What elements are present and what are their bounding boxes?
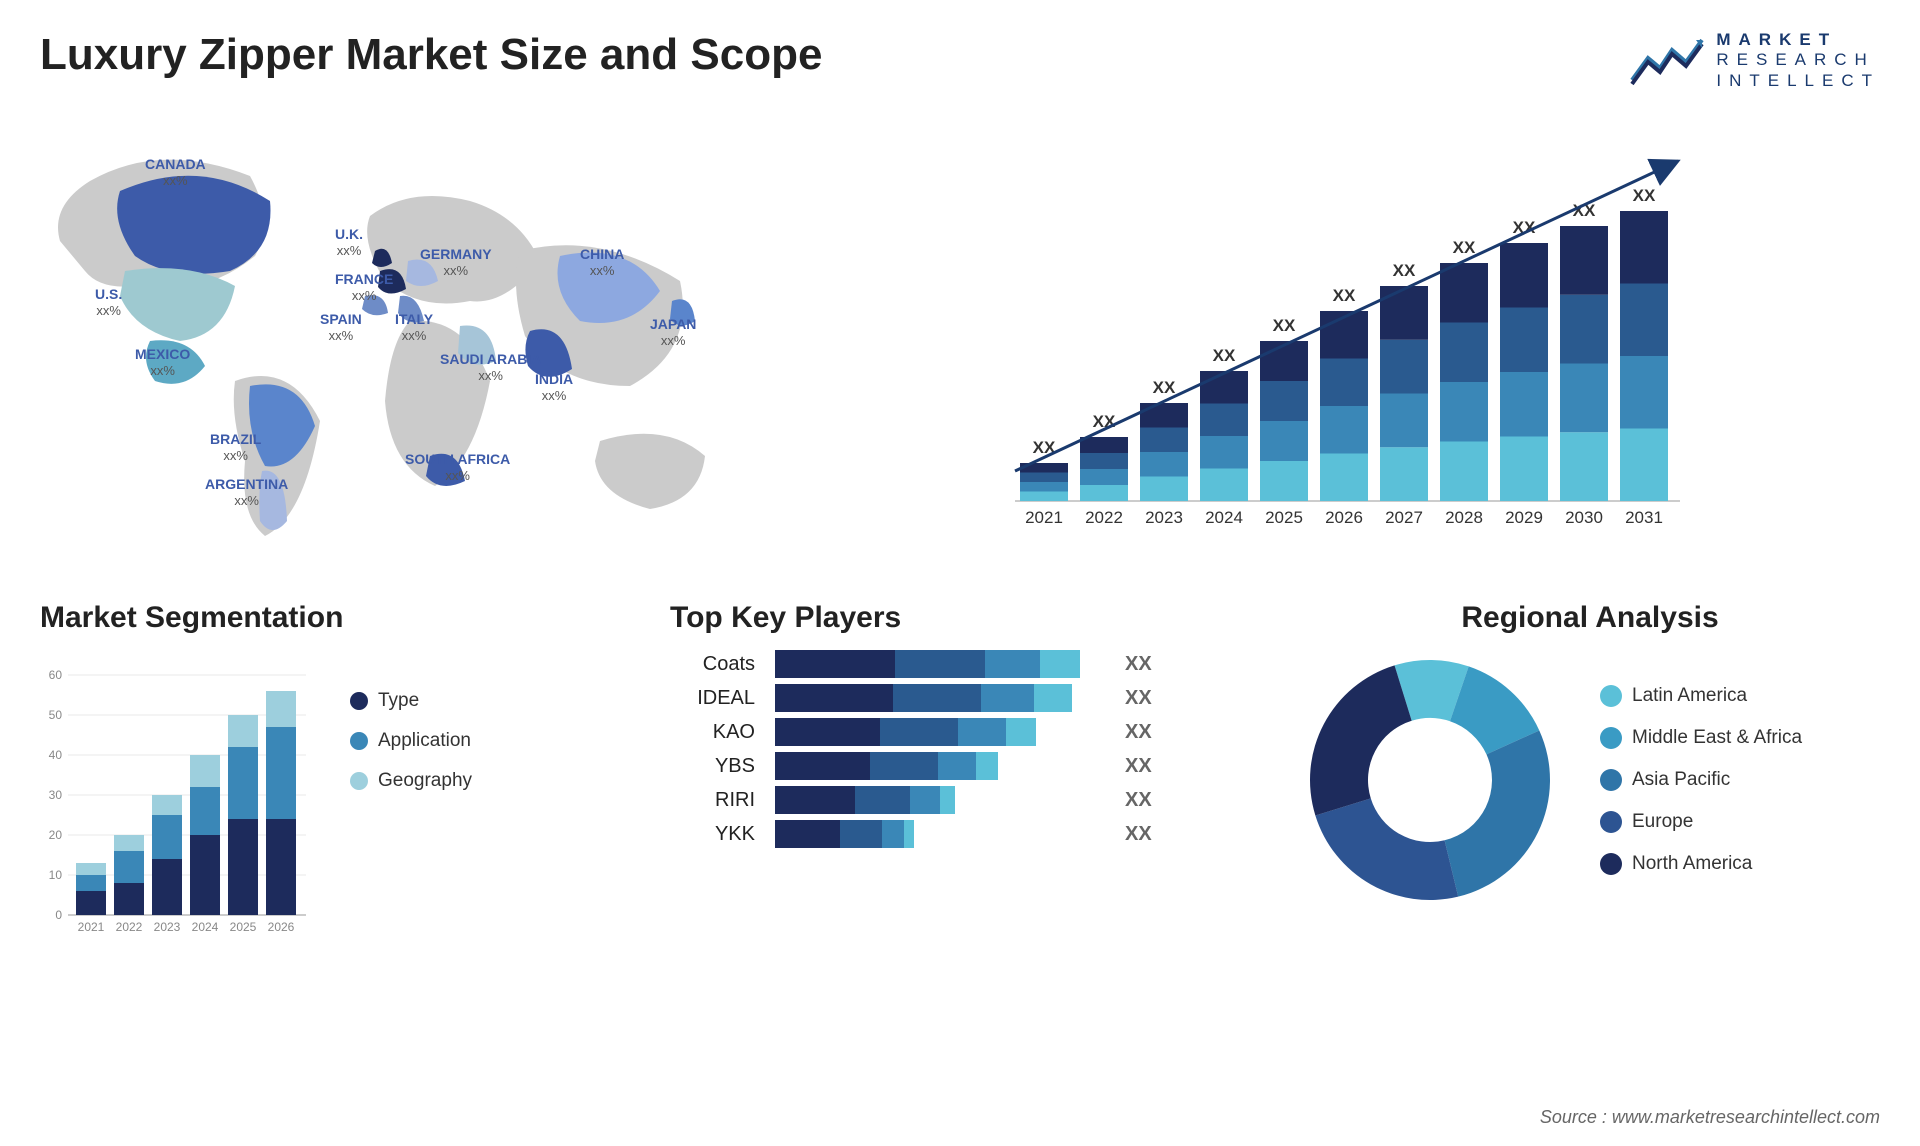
player-value: XX <box>1125 653 1152 676</box>
legend-item: Middle East & Africa <box>1600 727 1802 749</box>
legend-item: North America <box>1600 853 1802 875</box>
svg-text:2027: 2027 <box>1385 508 1423 527</box>
regional-title: Regional Analysis <box>1300 601 1880 635</box>
svg-text:XX: XX <box>1633 186 1656 205</box>
legend-item: Latin America <box>1600 685 1802 707</box>
player-row: YKK XX <box>670 820 1250 848</box>
player-bar <box>775 718 1105 746</box>
map-label: CANADAxx% <box>145 156 206 188</box>
growth-bar-chart: 2021 XX 2022 XX 2023 XX 2024 XX 2025 XX 2026 XX 2027… <box>990 121 1880 561</box>
svg-text:50: 50 <box>49 708 63 722</box>
segmentation-title: Market Segmentation <box>40 601 620 635</box>
player-value: XX <box>1125 789 1152 812</box>
map-label: CHINAxx% <box>580 246 624 278</box>
players-title: Top Key Players <box>670 601 1250 635</box>
svg-text:2023: 2023 <box>1145 508 1183 527</box>
player-row: Coats XX <box>670 650 1250 678</box>
svg-text:2021: 2021 <box>1025 508 1063 527</box>
logo-line2: RESEARCH <box>1716 50 1880 70</box>
svg-text:10: 10 <box>49 868 63 882</box>
player-name: KAO <box>670 721 755 744</box>
player-bar <box>775 684 1105 712</box>
map-label: BRAZILxx% <box>210 431 261 463</box>
regional-panel: Regional Analysis Latin America Middle Ea… <box>1300 601 1880 971</box>
player-bar <box>775 820 1105 848</box>
map-label: U.S.xx% <box>95 286 122 318</box>
svg-text:2031: 2031 <box>1625 508 1663 527</box>
donut-chart <box>1300 650 1560 910</box>
svg-text:XX: XX <box>1153 378 1176 397</box>
legend-item: Geography <box>350 770 472 792</box>
players-panel: Top Key Players Coats XX IDEAL XX KAO XX YBS XX… <box>670 601 1250 971</box>
svg-text:2024: 2024 <box>192 920 219 934</box>
player-name: RIRI <box>670 789 755 812</box>
player-name: YBS <box>670 755 755 778</box>
player-row: RIRI XX <box>670 786 1250 814</box>
svg-text:30: 30 <box>49 788 63 802</box>
map-label: SPAINxx% <box>320 311 362 343</box>
world-map: CANADAxx% U.S.xx% MEXICOxx% BRAZILxx% ARGENT… <box>40 121 930 561</box>
legend-item: Asia Pacific <box>1600 769 1802 791</box>
player-value: XX <box>1125 721 1152 744</box>
logo-line3: INTELLECT <box>1716 71 1880 91</box>
regional-legend: Latin America Middle East & Africa Asia Pa… <box>1600 685 1802 875</box>
legend-item: Europe <box>1600 811 1802 833</box>
svg-text:XX: XX <box>1333 286 1356 305</box>
player-bar <box>775 786 1105 814</box>
svg-text:2023: 2023 <box>154 920 181 934</box>
svg-text:2022: 2022 <box>1085 508 1123 527</box>
svg-text:2024: 2024 <box>1205 508 1243 527</box>
player-value: XX <box>1125 755 1152 778</box>
player-value: XX <box>1125 823 1152 846</box>
segmentation-panel: Market Segmentation 0 10 20 30 40 50 60 2021 202… <box>40 601 620 971</box>
source-attribution: Source : www.marketresearchintellect.com <box>1540 1107 1880 1128</box>
player-bar <box>775 650 1105 678</box>
svg-text:2025: 2025 <box>1265 508 1303 527</box>
player-name: Coats <box>670 653 755 676</box>
map-label: SOUTH AFRICAxx% <box>405 451 510 483</box>
map-label: INDIAxx% <box>535 371 573 403</box>
map-label: JAPANxx% <box>650 316 696 348</box>
svg-text:XX: XX <box>1393 261 1416 280</box>
svg-text:2022: 2022 <box>116 920 143 934</box>
player-row: KAO XX <box>670 718 1250 746</box>
map-label: ITALYxx% <box>395 311 433 343</box>
svg-text:2028: 2028 <box>1445 508 1483 527</box>
svg-text:20: 20 <box>49 828 63 842</box>
svg-text:XX: XX <box>1453 238 1476 257</box>
svg-text:XX: XX <box>1213 346 1236 365</box>
svg-text:2025: 2025 <box>230 920 257 934</box>
legend-item: Type <box>350 690 472 712</box>
player-name: IDEAL <box>670 687 755 710</box>
map-label: FRANCExx% <box>335 271 393 303</box>
map-label: MEXICOxx% <box>135 346 190 378</box>
svg-text:2026: 2026 <box>1325 508 1363 527</box>
svg-text:2030: 2030 <box>1565 508 1603 527</box>
player-name: YKK <box>670 823 755 846</box>
segmentation-legend: Type Application Geography <box>350 690 472 792</box>
map-label: U.K.xx% <box>335 226 363 258</box>
svg-text:40: 40 <box>49 748 63 762</box>
svg-text:2029: 2029 <box>1505 508 1543 527</box>
svg-text:60: 60 <box>49 668 63 682</box>
brand-logo: MARKET RESEARCH INTELLECT <box>1628 30 1880 91</box>
svg-text:2026: 2026 <box>268 920 295 934</box>
player-row: YBS XX <box>670 752 1250 780</box>
map-label: SAUDI ARABIAxx% <box>440 351 541 383</box>
map-label: GERMANYxx% <box>420 246 492 278</box>
player-value: XX <box>1125 687 1152 710</box>
player-row: IDEAL XX <box>670 684 1250 712</box>
legend-item: Application <box>350 730 472 752</box>
svg-text:XX: XX <box>1273 316 1296 335</box>
logo-line1: MARKET <box>1716 30 1880 50</box>
player-bar <box>775 752 1105 780</box>
svg-text:0: 0 <box>55 908 62 922</box>
logo-icon <box>1628 32 1706 90</box>
map-label: ARGENTINAxx% <box>205 476 288 508</box>
svg-text:2021: 2021 <box>78 920 105 934</box>
page-title: Luxury Zipper Market Size and Scope <box>40 30 822 80</box>
